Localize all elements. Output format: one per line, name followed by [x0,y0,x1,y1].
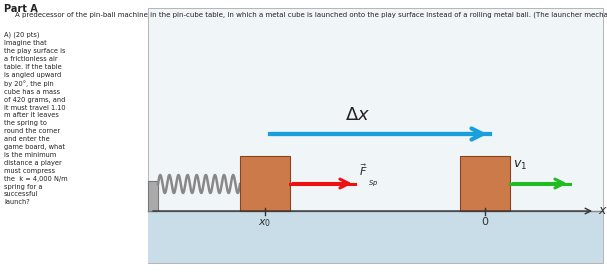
Text: $x_0$: $x_0$ [259,217,271,229]
Bar [148,211,603,263]
Text: A predecessor of the pin-ball machine in the pin-cube table, in which a metal cu: A predecessor of the pin-ball machine in… [15,12,607,19]
Bar [240,156,290,211]
Text: A) (20 pts)
Imagine that
the play surface is
a frictionless air
table. If the ta: A) (20 pts) Imagine that the play surfac… [4,32,67,205]
Bar [148,8,603,263]
Text: x: x [598,203,605,216]
Text: $v_1$: $v_1$ [513,158,527,171]
Text: $_{Sp}$: $_{Sp}$ [368,178,378,189]
Bar [460,156,510,211]
Text: $\Delta x$: $\Delta x$ [345,106,370,124]
Text: 0: 0 [481,217,489,227]
Bar [148,181,158,211]
Text: $\vec{F}$: $\vec{F}$ [359,162,368,177]
Text: Part A: Part A [4,4,38,14]
